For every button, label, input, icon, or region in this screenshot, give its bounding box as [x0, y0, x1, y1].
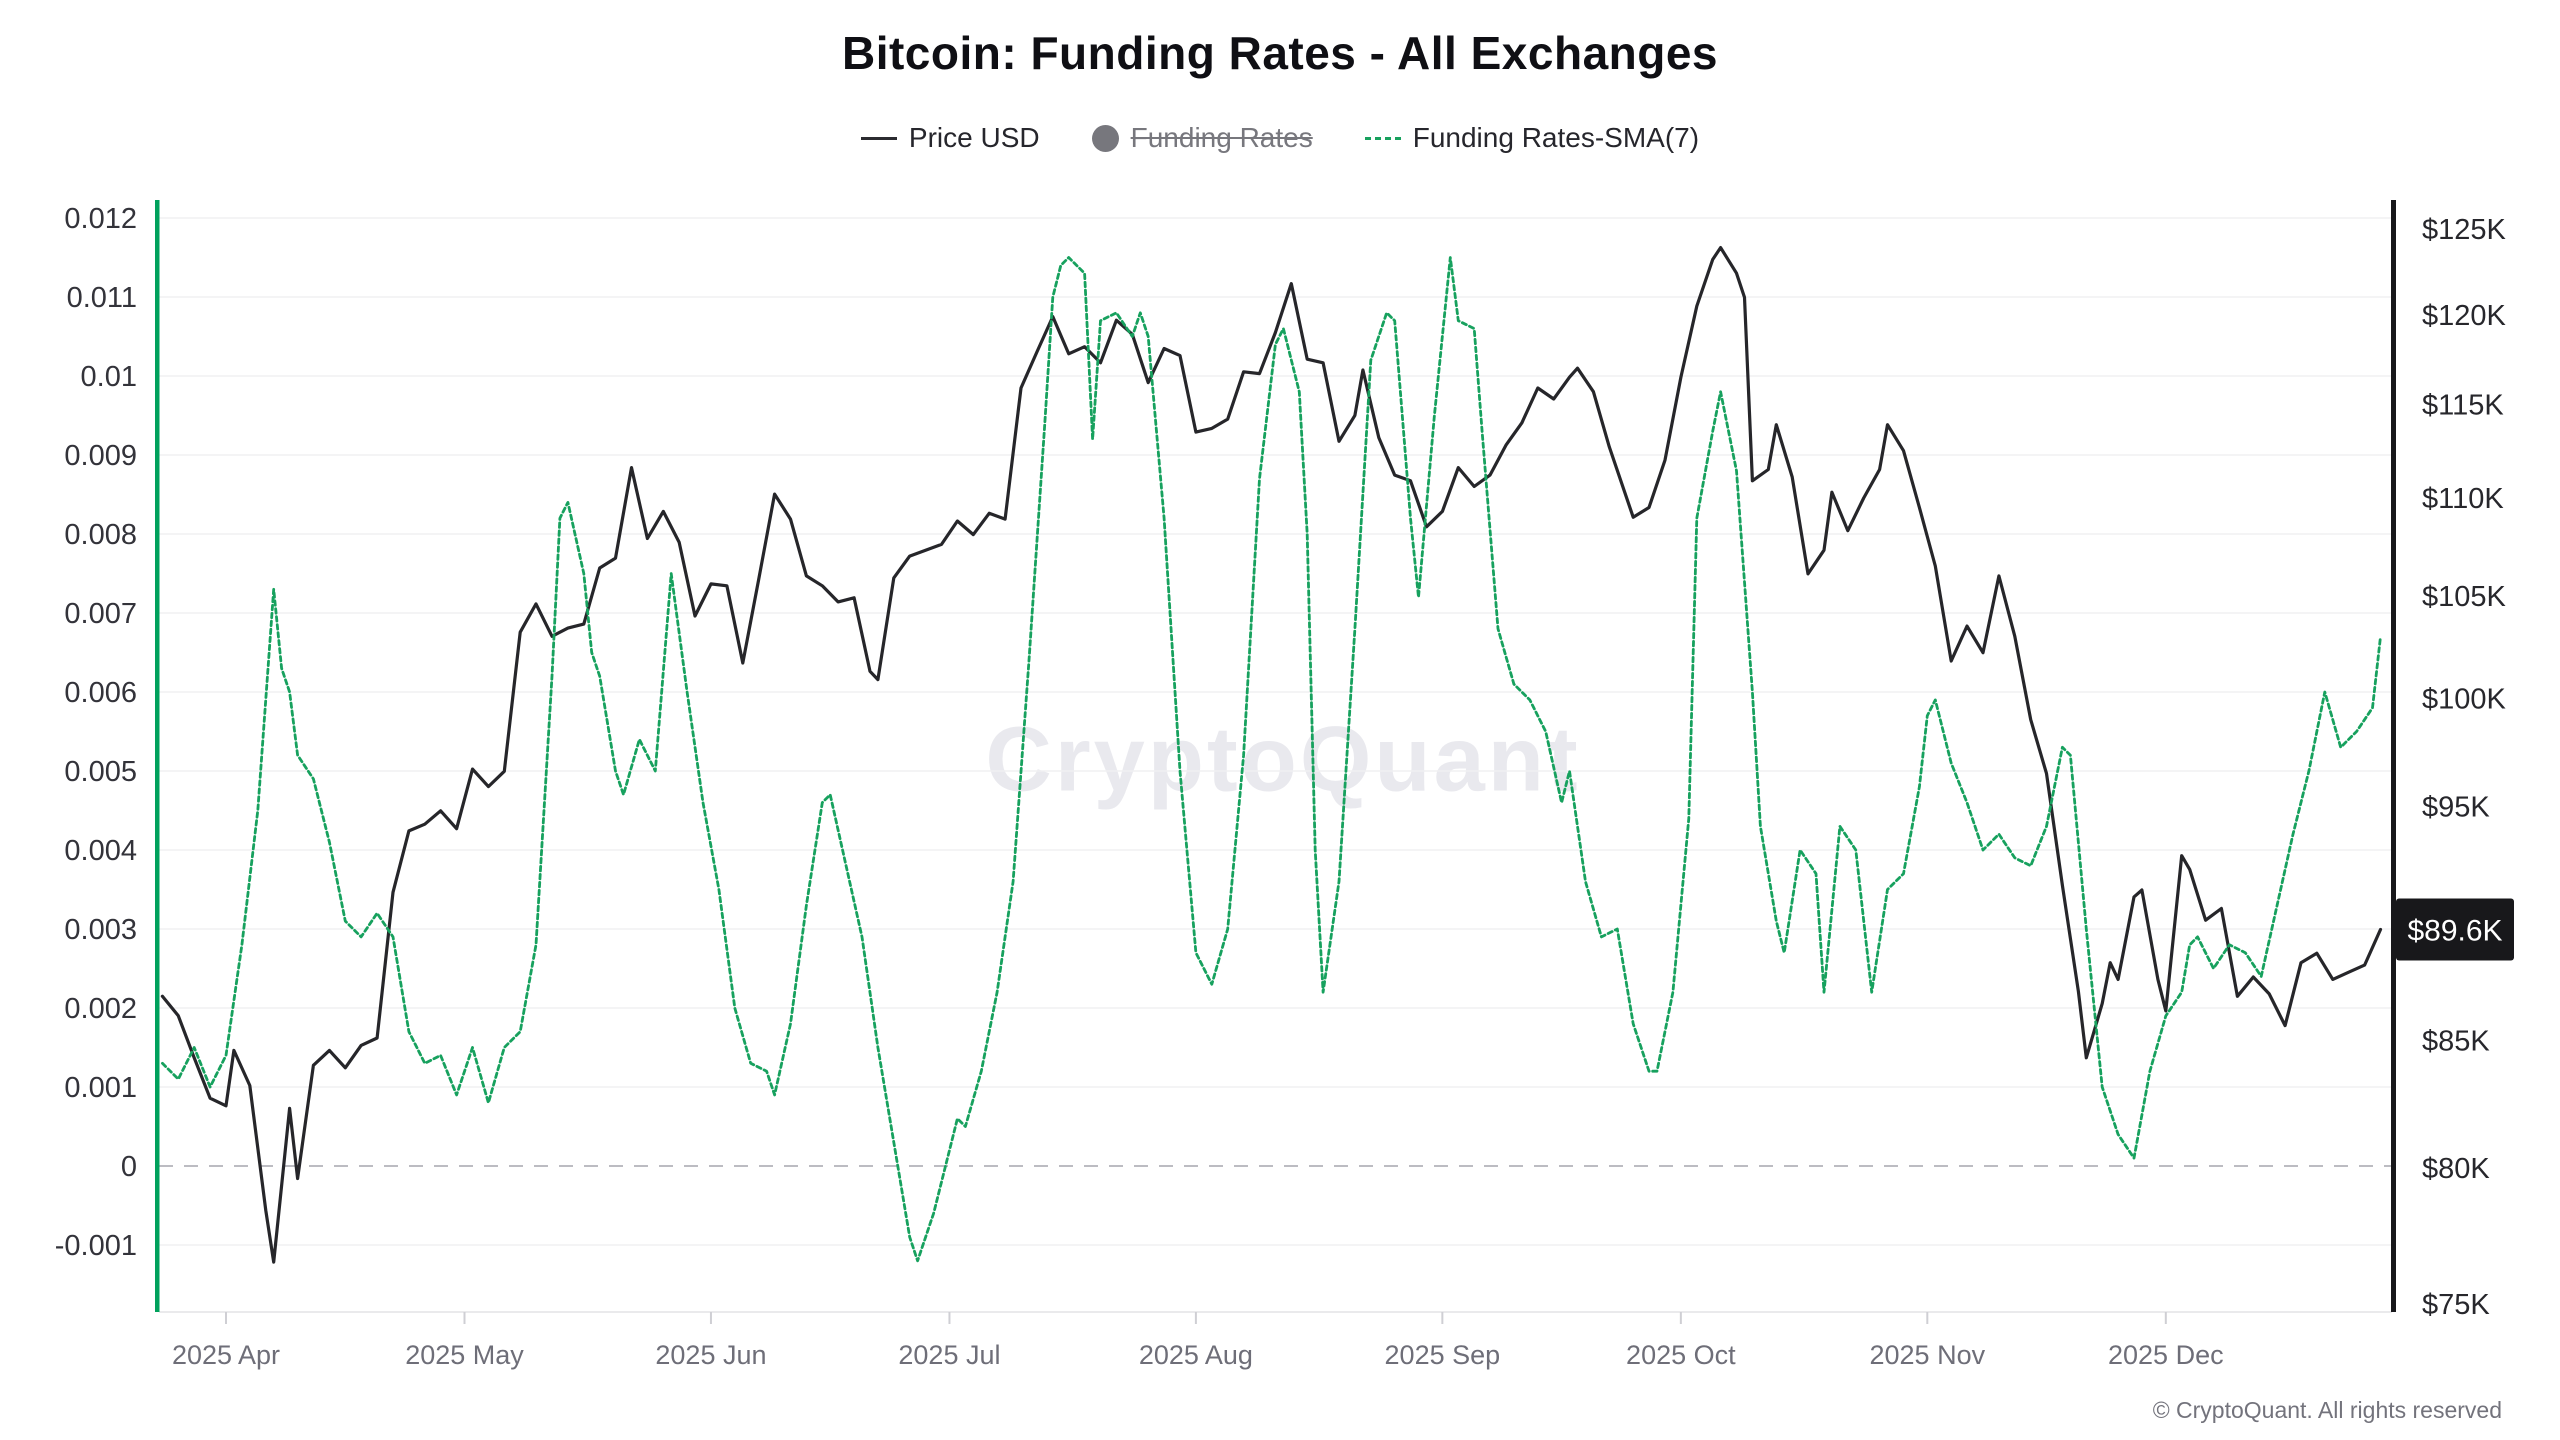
- x-tick-label: 2025 Jun: [655, 1340, 766, 1370]
- left-axis-tick-label: 0.01: [81, 361, 137, 393]
- right-axis-tick-label: $115K: [2422, 389, 2504, 421]
- x-tick-label: 2025 Oct: [1626, 1340, 1736, 1370]
- x-tick-label: 2025 Sep: [1385, 1340, 1501, 1370]
- chart-legend: Price USD Funding Rates Funding Rates-SM…: [0, 122, 2560, 154]
- right-axis-tick-label: $85K: [2422, 1025, 2490, 1057]
- left-axis-tick-label: 0.007: [64, 598, 137, 630]
- left-axis-tick-label: 0.004: [64, 835, 137, 867]
- left-axis-tick-label: 0: [121, 1151, 137, 1183]
- legend-label: Funding Rates-SMA(7): [1412, 122, 1700, 153]
- left-axis-tick-label: 0.011: [67, 282, 137, 314]
- x-tick-label: 2025 Jul: [898, 1340, 1000, 1370]
- legend-label: Price USD: [908, 122, 1040, 153]
- left-axis-tick-label: 0.003: [64, 914, 137, 946]
- cryptoquant-watermark: CryptoQuant: [985, 708, 1581, 811]
- right-axis-tick-label: $75K: [2422, 1289, 2490, 1321]
- x-tick-label: 2025 May: [405, 1340, 524, 1370]
- solid-line-marker-icon: [860, 136, 897, 140]
- left-axis-tick-label: 0.002: [64, 993, 137, 1025]
- right-axis-tick-label: $100K: [2422, 683, 2507, 715]
- left-axis-line: [155, 200, 160, 1312]
- left-axis-tick-label: 0.006: [64, 677, 137, 709]
- circle-marker-icon: [1091, 124, 1119, 152]
- right-axis-tick-label: $125K: [2422, 214, 2507, 246]
- right-axis-tick-label: $110K: [2422, 483, 2504, 515]
- x-tick-label: 2025 Aug: [1139, 1340, 1253, 1370]
- left-axis-tick-label: 0.012: [64, 203, 137, 235]
- left-axis-tick-label: -0.001: [55, 1230, 137, 1262]
- last-price-badge-label: $89.6K: [2407, 915, 2502, 948]
- last-price-badge: [2396, 898, 2514, 961]
- x-tick-label: 2025 Apr: [172, 1340, 280, 1370]
- right-axis-tick-label: $80K: [2422, 1153, 2490, 1185]
- legend-item-price-usd[interactable]: Price USD: [860, 122, 1040, 154]
- left-axis-tick-label: 0.001: [64, 1072, 137, 1104]
- legend-label: Funding Rates: [1130, 122, 1313, 153]
- dashed-line-marker-icon: [1364, 136, 1401, 140]
- left-axis-tick-label: 0.008: [64, 519, 137, 551]
- price-line: [160, 246, 2383, 1264]
- right-axis-tick-label: $105K: [2422, 581, 2507, 613]
- right-axis-line: [2391, 200, 2396, 1312]
- right-axis-tick-label: $120K: [2422, 300, 2507, 332]
- left-axis-tick-label: 0.005: [64, 756, 137, 788]
- funding-sma-line: [160, 256, 2382, 1263]
- left-axis-tick-label: 0.009: [64, 440, 137, 472]
- copyright-footer: © CryptoQuant. All rights reserved: [2152, 1397, 2502, 1423]
- x-tick-label: 2025 Nov: [1870, 1340, 1986, 1370]
- x-tick-label: 2025 Dec: [2108, 1340, 2224, 1370]
- right-axis-tick-label: $95K: [2422, 791, 2490, 823]
- legend-item-funding-rates[interactable]: Funding Rates: [1091, 122, 1313, 154]
- page-title: Bitcoin: Funding Rates - All Exchanges: [841, 27, 1719, 79]
- legend-item-funding-rates-sma7[interactable]: Funding Rates-SMA(7): [1364, 122, 1700, 154]
